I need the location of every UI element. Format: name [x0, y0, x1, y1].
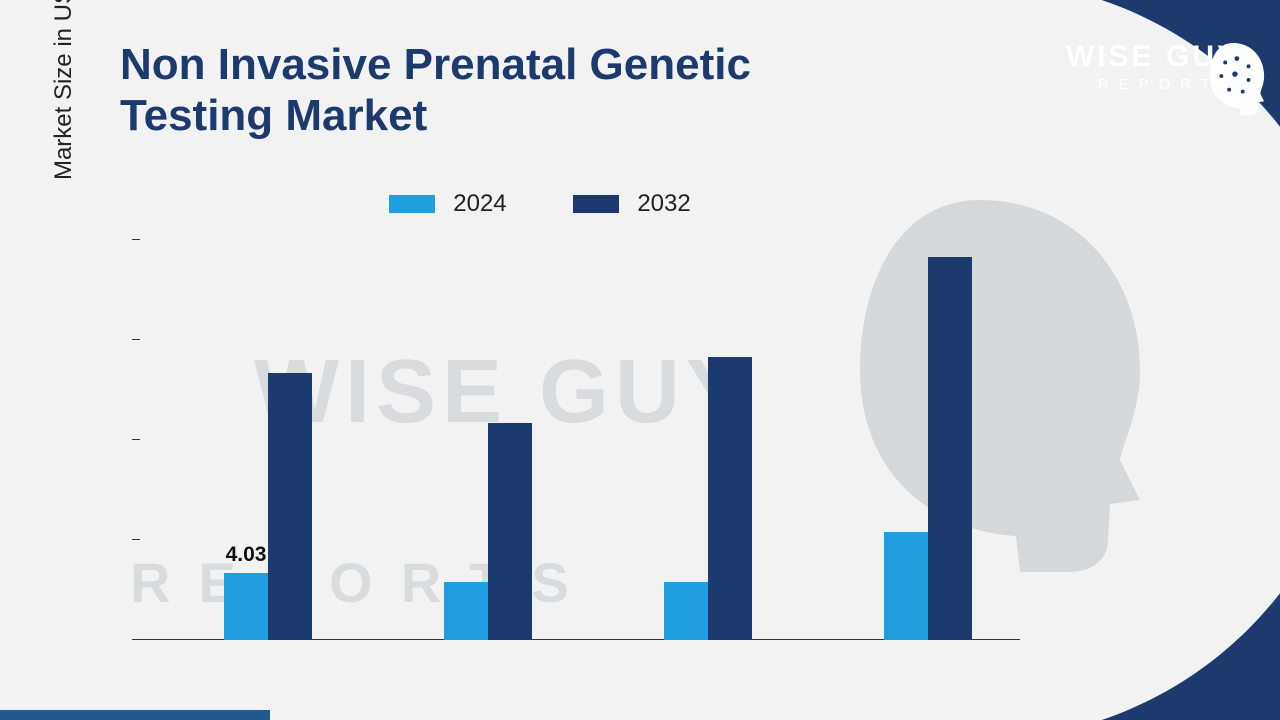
- bar-value-label: 4.03: [216, 543, 276, 567]
- canvas: WISE GUY REPORTS Non Invasive Prenatal G…: [0, 0, 1280, 720]
- bar-2032: [928, 257, 972, 640]
- y-tick: [132, 239, 140, 240]
- bar-2032: [268, 373, 312, 640]
- bar-2024: [224, 573, 268, 640]
- plot-area: Down SyndromeTrisomy 18Trisomy 13Microde…: [140, 240, 1020, 640]
- bar-2024: [664, 582, 708, 640]
- y-tick: [132, 539, 140, 540]
- legend-swatch-2032: [573, 195, 619, 213]
- y-tick: [132, 339, 140, 340]
- legend-label-2024: 2024: [453, 190, 506, 218]
- legend-item-2024: 2024: [389, 190, 506, 218]
- chart-area: Market Size in USD Billion 2024 2032 Dow…: [60, 180, 1020, 700]
- legend: 2024 2032: [60, 190, 1020, 220]
- legend-label-2032: 2032: [637, 190, 690, 218]
- bar-2024: [444, 582, 488, 640]
- logo-head-icon: [1198, 38, 1268, 118]
- bar-2032: [488, 423, 532, 640]
- chart-title: Non Invasive Prenatal Genetic Testing Ma…: [120, 40, 820, 141]
- bar-2032: [708, 357, 752, 640]
- bar-2024: [884, 532, 928, 640]
- y-tick: [132, 639, 140, 640]
- legend-swatch-2024: [389, 195, 435, 213]
- y-tick: [132, 439, 140, 440]
- decorative-bottom-bar: [0, 710, 270, 720]
- legend-item-2032: 2032: [573, 190, 690, 218]
